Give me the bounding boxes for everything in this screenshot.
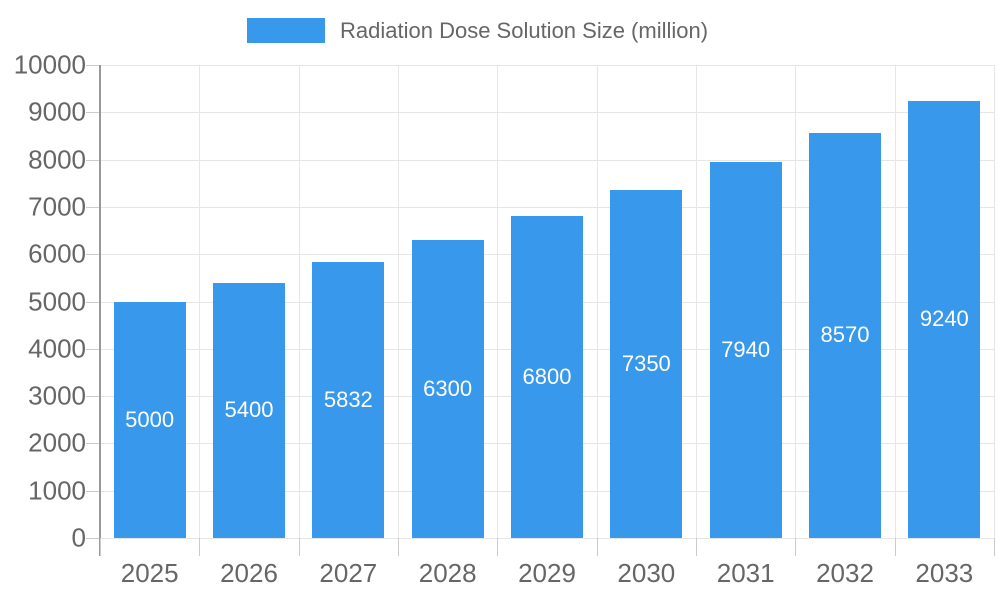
gridline-horizontal xyxy=(100,206,994,208)
y-tick xyxy=(86,301,100,303)
x-axis-labels: 2025 2026 2027 2028 2029 2030 2031 2032 2033 xyxy=(100,538,994,600)
bar-value-label: 5832 xyxy=(323,387,373,413)
gridline-vertical xyxy=(398,65,399,538)
bar-value-label: 9240 xyxy=(919,306,969,332)
bar xyxy=(610,190,683,538)
y-axis-label: 0 xyxy=(71,522,86,553)
x-axis-label: 2030 xyxy=(617,558,676,588)
x-axis-label: 2029 xyxy=(518,558,576,588)
bar-value-label: 7350 xyxy=(621,351,671,377)
x-axis-label: 2025 xyxy=(120,558,179,588)
y-axis-label: 4000 xyxy=(28,333,86,364)
y-axis-label: 10000 xyxy=(13,49,86,80)
bar xyxy=(213,282,285,538)
x-axis-label: 2028 xyxy=(418,558,477,588)
legend: Radiation Dose Solution Size (million) xyxy=(0,0,1000,56)
x-tick xyxy=(894,538,896,556)
legend-swatch xyxy=(247,18,325,43)
gridline-vertical xyxy=(894,65,896,538)
y-axis-label: 3000 xyxy=(28,380,86,411)
x-tick xyxy=(696,538,697,556)
bar xyxy=(312,262,385,538)
x-axis-label: 2027 xyxy=(319,558,378,588)
y-tick xyxy=(86,206,100,208)
x-axis-label: 2033 xyxy=(915,558,974,588)
x-tick xyxy=(199,538,201,556)
y-tick xyxy=(86,254,100,256)
x-axis-label: 2032 xyxy=(816,558,874,588)
y-tick xyxy=(86,159,100,161)
plot-area: 5000 5400 5832 6300 6800 7350 7940 8570 9240 xyxy=(100,65,995,539)
gridline-vertical xyxy=(596,65,598,538)
x-tick xyxy=(398,538,399,556)
y-axis-ticks xyxy=(86,65,100,539)
bar-value-label: 6300 xyxy=(423,376,473,401)
x-tick xyxy=(100,538,101,556)
y-axis-line xyxy=(99,65,101,556)
x-tick xyxy=(795,538,797,556)
bar xyxy=(709,162,782,538)
y-tick xyxy=(86,112,100,114)
y-axis-label: 1000 xyxy=(28,475,86,506)
x-tick xyxy=(497,538,499,556)
y-tick xyxy=(86,65,100,66)
y-tick xyxy=(86,348,100,350)
y-tick xyxy=(86,443,100,445)
y-axis-label: 7000 xyxy=(28,191,86,222)
x-tick xyxy=(994,538,995,556)
x-tick xyxy=(298,538,300,556)
y-tick xyxy=(86,490,100,492)
y-tick xyxy=(86,538,100,539)
x-axis-label: 2026 xyxy=(220,558,278,588)
gridline-vertical xyxy=(994,65,995,538)
bar-value-label: 7940 xyxy=(721,337,771,363)
y-axis-labels: 0 1000 2000 3000 4000 5000 6000 7000 8000 9000 100… xyxy=(0,50,86,553)
gridline-vertical xyxy=(497,65,499,538)
bar xyxy=(511,216,583,538)
y-axis-label: 2000 xyxy=(28,427,86,458)
y-axis-label: 6000 xyxy=(28,238,86,269)
gridline-vertical xyxy=(298,65,300,538)
x-tick xyxy=(596,538,598,556)
legend-label: Radiation Dose Solution Size (million) xyxy=(340,18,709,43)
gridline-horizontal xyxy=(100,65,994,66)
y-axis-label: 9000 xyxy=(28,96,86,127)
y-tick xyxy=(86,396,100,398)
bar-value-label: 6800 xyxy=(522,364,572,390)
bar-value-label: 5400 xyxy=(224,397,274,423)
gridline-vertical xyxy=(199,65,201,538)
bar xyxy=(908,100,981,538)
bar xyxy=(113,301,186,538)
bar-value-label: 8570 xyxy=(820,322,870,348)
gridline-horizontal xyxy=(100,112,994,114)
gridline-vertical xyxy=(696,65,697,538)
x-axis-ticks xyxy=(100,538,995,556)
gridline-horizontal xyxy=(100,159,994,161)
gridline-vertical xyxy=(795,65,797,538)
bar-value-label: 5000 xyxy=(125,406,175,432)
bar xyxy=(809,132,881,538)
y-axis-label: 8000 xyxy=(28,144,86,175)
bar xyxy=(411,240,484,538)
gridline-horizontal xyxy=(100,538,994,539)
y-axis-label: 5000 xyxy=(28,286,86,316)
x-axis-label: 2031 xyxy=(716,558,775,588)
